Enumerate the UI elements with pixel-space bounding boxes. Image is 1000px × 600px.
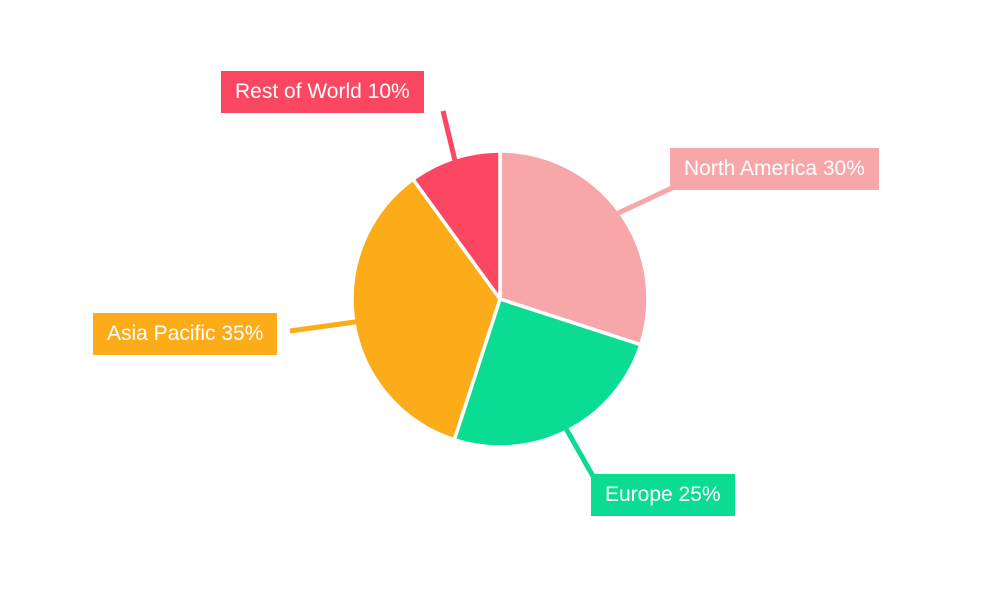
pie-label-rest-of-world: Rest of World 10% [221, 71, 424, 113]
pie-label-north-america: North America 30% [670, 148, 879, 190]
pie-label-asia-pacific: Asia Pacific 35% [93, 313, 278, 355]
leader-line-asia-pacific [289, 319, 357, 334]
leader-line-north-america [617, 184, 676, 216]
leader-line-europe [564, 427, 597, 480]
leader-line-rest-of-world [440, 110, 458, 161]
pie-label-europe: Europe 25% [591, 474, 735, 516]
